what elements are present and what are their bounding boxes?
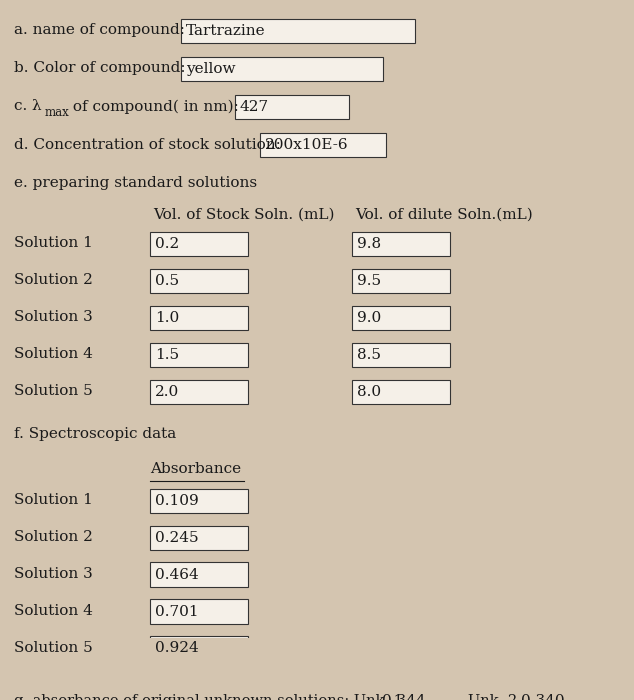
Bar: [150, 599, 247, 624]
Text: g. absorbance of original unknown solutions: Unk. 1: g. absorbance of original unknown soluti…: [14, 694, 403, 700]
Bar: [150, 269, 247, 293]
Text: 1.5: 1.5: [155, 348, 179, 362]
Text: Absorbance: Absorbance: [150, 463, 241, 477]
Text: d. Concentration of stock solution:: d. Concentration of stock solution:: [14, 138, 281, 152]
Text: Solution 5: Solution 5: [14, 384, 93, 398]
Text: Unk. 2: Unk. 2: [469, 694, 517, 700]
Text: Vol. of dilute Soln.(mL): Vol. of dilute Soln.(mL): [355, 208, 533, 222]
Text: c.: c.: [14, 99, 32, 113]
Bar: [352, 269, 450, 293]
Text: 0.2: 0.2: [155, 237, 179, 251]
Bar: [181, 19, 415, 43]
Text: Solution 3: Solution 3: [14, 567, 93, 581]
Text: e. preparing standard solutions: e. preparing standard solutions: [14, 176, 257, 190]
Text: of compound( in nm):: of compound( in nm):: [68, 99, 244, 113]
Bar: [150, 232, 247, 256]
Text: 0.924: 0.924: [155, 641, 198, 655]
Bar: [150, 563, 247, 587]
Text: 9.0: 9.0: [357, 311, 381, 325]
Bar: [181, 57, 384, 81]
Bar: [150, 343, 247, 367]
Text: Solution 4: Solution 4: [14, 604, 93, 618]
Bar: [150, 379, 247, 404]
Text: 0.344: 0.344: [382, 694, 425, 700]
Bar: [516, 690, 598, 700]
Bar: [352, 343, 450, 367]
Text: f. Spectroscopic data: f. Spectroscopic data: [14, 428, 176, 442]
Text: Solution 1: Solution 1: [14, 237, 93, 251]
Text: Solution 1: Solution 1: [14, 493, 93, 507]
Text: 8.0: 8.0: [357, 385, 381, 399]
Text: 0.340: 0.340: [521, 694, 564, 700]
Text: 2.0: 2.0: [155, 385, 179, 399]
Bar: [150, 526, 247, 550]
Bar: [150, 489, 247, 513]
Text: max: max: [44, 106, 69, 119]
Bar: [260, 133, 387, 158]
Text: yellow: yellow: [186, 62, 236, 76]
Text: λ: λ: [32, 99, 41, 113]
Text: Solution 2: Solution 2: [14, 273, 93, 287]
Bar: [150, 636, 247, 661]
Text: Solution 3: Solution 3: [14, 310, 93, 324]
Bar: [352, 232, 450, 256]
Text: 9.5: 9.5: [357, 274, 381, 288]
Text: 0.5: 0.5: [155, 274, 179, 288]
Text: Solution 4: Solution 4: [14, 347, 93, 361]
Bar: [377, 690, 459, 700]
Text: 9.8: 9.8: [357, 237, 381, 251]
Text: 427: 427: [240, 100, 269, 114]
Text: Solution 5: Solution 5: [14, 640, 93, 654]
Text: 0.701: 0.701: [155, 605, 198, 619]
Text: 0.464: 0.464: [155, 568, 198, 582]
Text: 0.245: 0.245: [155, 531, 198, 545]
Text: 200x10E-6: 200x10E-6: [265, 139, 349, 153]
Bar: [352, 306, 450, 330]
Text: 0.109: 0.109: [155, 494, 198, 508]
Bar: [235, 95, 349, 119]
Text: Tartrazine: Tartrazine: [186, 24, 266, 38]
Bar: [150, 306, 247, 330]
Text: Vol. of Stock Soln. (mL): Vol. of Stock Soln. (mL): [153, 208, 334, 222]
Text: a. name of compound:: a. name of compound:: [14, 23, 190, 37]
Bar: [352, 379, 450, 404]
Text: Solution 2: Solution 2: [14, 530, 93, 544]
Text: b. Color of compound:: b. Color of compound:: [14, 62, 190, 76]
Text: 8.5: 8.5: [357, 348, 381, 362]
Text: 1.0: 1.0: [155, 311, 179, 325]
